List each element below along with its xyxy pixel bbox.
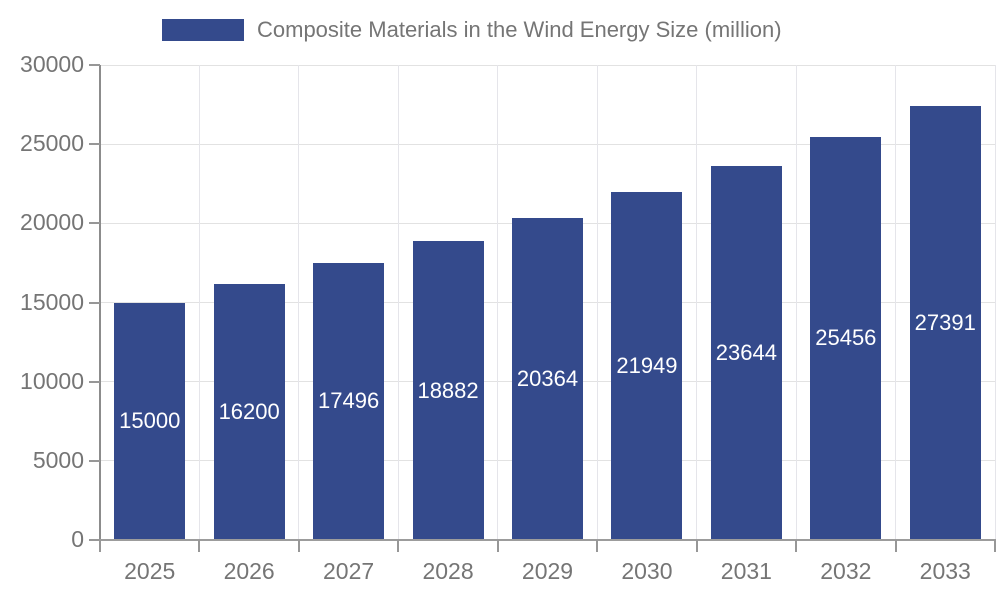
x-axis-tick: [695, 540, 698, 552]
x-axis-tick: [99, 540, 101, 552]
gridline-vertical: [795, 65, 797, 540]
x-axis-tick: [894, 540, 897, 552]
bar-value-label: 27391: [914, 310, 976, 336]
gridline-vertical: [298, 65, 300, 540]
gridline-vertical: [895, 65, 897, 540]
gridline-vertical: [994, 65, 996, 540]
bar-2033[interactable]: 27391: [909, 106, 981, 540]
bar-value-label: 18882: [417, 377, 479, 403]
y-axis-tick: [89, 380, 100, 383]
legend[interactable]: Composite Materials in the Wind Energy S…: [162, 17, 782, 43]
x-axis-tick: [795, 540, 798, 552]
bar-value-label: 17496: [318, 388, 380, 414]
y-tick-label: 20000: [20, 209, 84, 236]
x-tick-label: 2033: [919, 558, 971, 584]
x-axis-tick: [297, 540, 300, 552]
gridline-horizontal: [100, 143, 995, 145]
x-tick-label: 2032: [820, 558, 872, 584]
gridline-vertical: [497, 65, 499, 540]
x-tick-label: 2028: [422, 558, 474, 584]
y-tick-label: 5000: [32, 446, 84, 473]
bar-2031[interactable]: 23644: [710, 165, 782, 540]
bar-value-label: 20364: [516, 365, 579, 391]
y-tick-label: 0: [71, 525, 84, 552]
gridline-vertical: [397, 65, 399, 540]
x-axis-tick: [596, 540, 599, 552]
x-tick-label: 2031: [720, 558, 772, 584]
y-axis-tick: [89, 301, 100, 304]
y-axis-tick: [89, 143, 100, 146]
bar-2028[interactable]: 18882: [412, 241, 484, 540]
y-tick-label: 30000: [20, 50, 84, 77]
legend-swatch-icon: [162, 19, 244, 41]
gridline-horizontal: [100, 64, 995, 66]
x-axis-tick: [994, 540, 996, 552]
x-tick-label: 2025: [124, 558, 176, 584]
gridline-vertical: [198, 65, 200, 540]
bar-2025[interactable]: 15000: [114, 302, 186, 540]
bar-2027[interactable]: 17496: [313, 262, 385, 540]
x-tick-label: 2029: [521, 558, 574, 584]
y-tick-label: 25000: [20, 130, 84, 157]
y-axis-tick: [89, 222, 100, 225]
y-tick-label: 10000: [20, 367, 84, 394]
y-tick-label: 15000: [20, 288, 84, 315]
bar-2029[interactable]: 20364: [512, 217, 583, 540]
y-axis-line: [99, 65, 101, 540]
y-axis-tick: [89, 459, 100, 462]
bar-value-label: 23644: [715, 339, 777, 365]
bar-value-label: 15000: [119, 408, 181, 434]
x-axis-tick: [496, 540, 499, 552]
bar-2032[interactable]: 25456: [810, 136, 882, 540]
bar-value-label: 21949: [616, 353, 678, 379]
plot-area: 0 5000 10000 15000 20000 25000 30000 15000 2025 1…: [20, 51, 996, 584]
gridline-vertical: [596, 65, 598, 540]
bar-2026[interactable]: 16200: [213, 283, 285, 540]
x-axis-tick: [198, 540, 201, 552]
x-axis-tick: [397, 540, 400, 552]
x-tick-label: 2026: [223, 558, 275, 584]
x-tick-label: 2027: [323, 558, 375, 584]
gridline-vertical: [696, 65, 698, 540]
bar-2030[interactable]: 21949: [611, 192, 683, 540]
bar-value-label: 25456: [815, 325, 877, 351]
x-tick-label: 2030: [621, 558, 673, 584]
legend-label: Composite Materials in the Wind Energy S…: [257, 17, 782, 42]
y-axis-tick: [89, 539, 100, 541]
y-axis-tick: [89, 64, 100, 66]
x-axis-line: [99, 539, 996, 541]
bar-value-label: 16200: [218, 398, 280, 424]
